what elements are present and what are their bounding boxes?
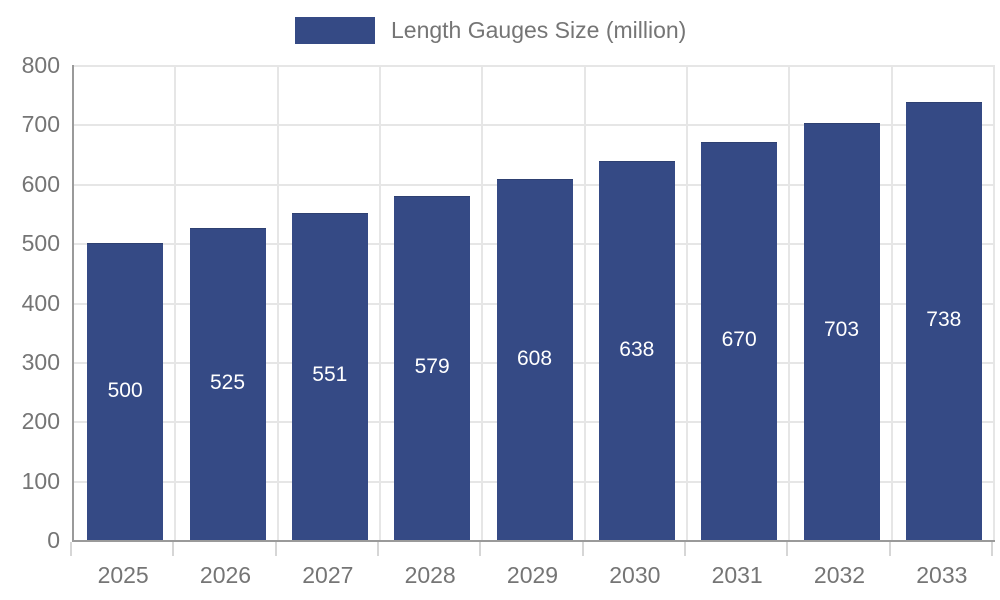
v-gridline [993, 65, 995, 540]
x-axis-tick [888, 542, 891, 556]
x-tick-label: 2025 [97, 562, 149, 588]
h-gridline [74, 124, 995, 127]
bar-2029[interactable] [496, 179, 573, 540]
y-tick-label: 300 [21, 348, 60, 375]
x-axis-tick [479, 542, 482, 556]
x-axis-tick [70, 542, 72, 556]
plot-area: 500 525 551 579 608 638 670 703 738 [72, 65, 995, 542]
bar-2031[interactable] [701, 142, 778, 540]
x-tick-label: 2032 [813, 562, 866, 588]
x-axis-tick [377, 542, 379, 556]
bar-2025[interactable] [87, 243, 164, 540]
y-tick-label: 200 [21, 408, 60, 435]
x-tick-label: 2029 [506, 562, 559, 588]
x-axis-tick [581, 542, 584, 556]
x-tick-label: 2028 [404, 562, 456, 588]
y-tick-label: 400 [21, 289, 60, 316]
v-gridline [379, 65, 381, 540]
v-gridline [481, 65, 484, 540]
y-tick-label: 500 [21, 230, 60, 257]
v-gridline [174, 65, 177, 540]
x-tick-label: 2027 [302, 562, 354, 588]
bar-2032[interactable] [803, 122, 880, 540]
v-gridline [788, 65, 791, 540]
bar-2026[interactable] [189, 228, 266, 540]
y-tick-label: 800 [21, 52, 60, 78]
x-tick-label: 2030 [609, 562, 661, 588]
x-tick-label: 2026 [199, 562, 252, 588]
bar-2028[interactable] [394, 196, 471, 540]
legend[interactable]: Length Gauges Size (million) [295, 17, 686, 44]
legend-swatch [295, 17, 375, 44]
x-axis-tick [274, 542, 277, 556]
v-gridline [276, 65, 279, 540]
x-axis-tick [786, 542, 789, 556]
legend-label: Length Gauges Size (million) [391, 17, 687, 43]
y-tick-label: 100 [21, 467, 60, 494]
x-tick-label: 2031 [711, 562, 763, 588]
x-axis-tick [991, 542, 993, 556]
x-tick-label: 2033 [916, 562, 968, 588]
x-axis-tick [172, 542, 175, 556]
v-gridline [686, 65, 688, 540]
x-axis-tick [684, 542, 686, 556]
bar-2027[interactable] [291, 212, 368, 540]
v-gridline [890, 65, 893, 540]
y-tick-label: 600 [21, 170, 60, 197]
h-gridline [74, 65, 995, 67]
bar-2030[interactable] [598, 161, 675, 540]
y-tick-label: 0 [47, 527, 60, 553]
bar-2033[interactable] [905, 101, 982, 540]
v-gridline [583, 65, 586, 540]
y-tick-label: 700 [21, 111, 60, 138]
